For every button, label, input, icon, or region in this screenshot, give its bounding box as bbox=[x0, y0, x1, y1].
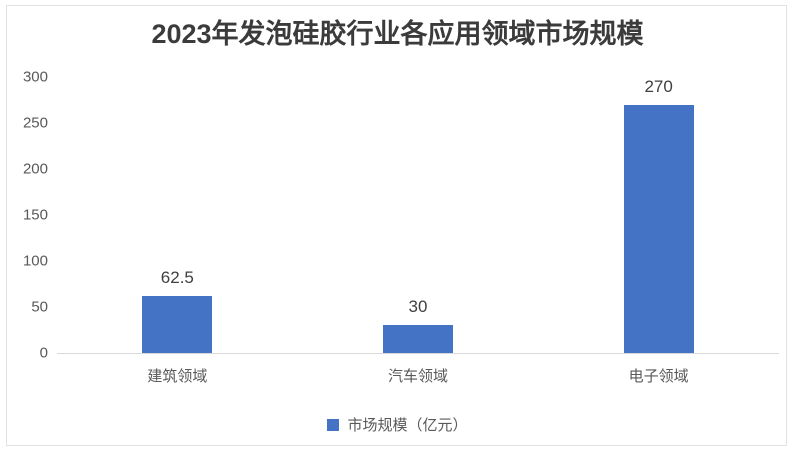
x-axis-line bbox=[57, 353, 779, 354]
bar-value-label: 30 bbox=[408, 297, 428, 317]
chart-title: 2023年发泡硅胶行业各应用领域市场规模 bbox=[151, 19, 644, 49]
y-axis-tick-label: 250 bbox=[22, 114, 48, 132]
bar[interactable] bbox=[382, 325, 453, 353]
legend-label: 市场规模（亿元） bbox=[347, 417, 468, 434]
y-axis-tick-label: 100 bbox=[22, 252, 48, 270]
plot-area: 0 50 100 150 200 250 300 62.5 建筑领域 30 汽车领域 270 电子领域 bbox=[23, 69, 779, 385]
chart-legend: 市场规模（亿元） bbox=[7, 414, 788, 435]
y-axis-tick-label: 0 bbox=[39, 344, 48, 362]
bar-value-label: 62.5 bbox=[160, 267, 194, 287]
bar-group: 270 电子领域 bbox=[538, 76, 779, 385]
y-axis-tick-label: 150 bbox=[22, 206, 48, 224]
bar[interactable] bbox=[623, 104, 694, 353]
legend-swatch-icon bbox=[327, 418, 340, 431]
y-axis-tick-label: 300 bbox=[22, 68, 48, 86]
y-axis-tick-label: 200 bbox=[22, 160, 48, 178]
chart-container: 2023年发泡硅胶行业各应用领域市场规模 0 50 100 150 200 250 300 … bbox=[6, 5, 787, 446]
bar-group: 62.5 建筑领域 bbox=[57, 77, 298, 385]
y-axis-tick-label: 50 bbox=[31, 298, 48, 316]
x-axis-category-label: 汽车领域 bbox=[387, 368, 448, 385]
bar-value-label: 270 bbox=[644, 76, 673, 96]
x-axis-category-label: 电子领域 bbox=[628, 368, 689, 385]
bar-group: 30 汽车领域 bbox=[298, 77, 539, 385]
x-axis-category-label: 建筑领域 bbox=[147, 368, 208, 385]
bar[interactable] bbox=[142, 295, 213, 353]
